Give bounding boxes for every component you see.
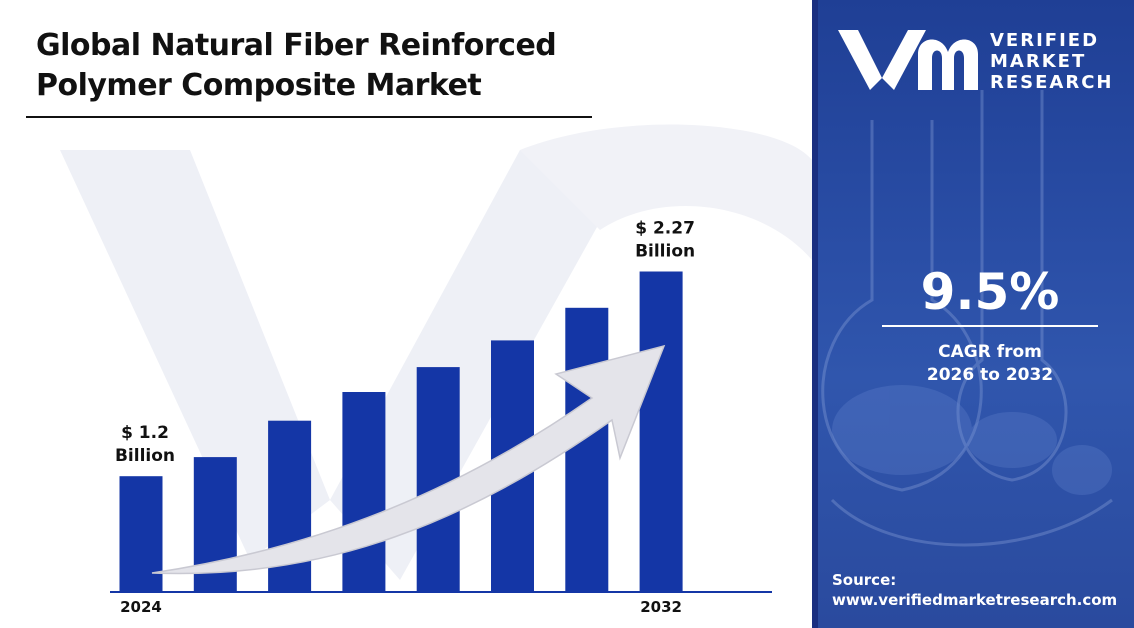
brand-line-3: RESEARCH: [990, 72, 1114, 93]
chart-title: Global Natural Fiber Reinforced Polymer …: [36, 28, 557, 103]
cagr-label-line-1: CAGR from: [938, 342, 1042, 362]
chart-panel: Global Natural Fiber Reinforced Polymer …: [26, 28, 812, 616]
growth-arrow: [151, 344, 666, 575]
data-label-7-line-1: $ 2.27: [635, 219, 695, 239]
lab-glassware-image: [821, 90, 1113, 547]
cagr-value: 9.5%: [920, 263, 1060, 321]
data-label-7-line-2: Billion: [635, 242, 695, 262]
watermark-logo: [60, 124, 812, 580]
panel-edge: [812, 0, 818, 628]
arrow-shape: [151, 344, 666, 575]
data-labels: $ 1.2 Billion $ 2.27 Billion: [115, 219, 695, 467]
brand-name: VERIFIED MARKET RESEARCH: [990, 30, 1130, 93]
vmr-logo-icon: [838, 30, 978, 90]
x-tick-labels: 2024 2032: [120, 598, 682, 616]
bar-6: [565, 307, 609, 591]
source-link[interactable]: www.verifiedmarketresearch.com: [832, 591, 1118, 609]
source-label: Source:: [832, 571, 897, 589]
bar-series: [119, 271, 683, 591]
bar-chart: 2024 2032 $ 1.2 Billion $ 2.27 Billion: [110, 219, 772, 616]
cagr-label: CAGR from 2026 to 2032: [872, 341, 1108, 387]
bar-4: [416, 367, 460, 591]
data-label-0-line-1: $ 1.2: [121, 423, 169, 443]
brand-line-2: MARKET: [990, 51, 1087, 72]
bar-3: [342, 392, 386, 591]
x-tick-label-2024: 2024: [120, 598, 162, 616]
summary-panel: VERIFIED MARKET RESEARCH 9.5% CAGR from …: [812, 0, 1134, 628]
x-tick-label-2032: 2032: [640, 598, 682, 616]
data-label-0-line-2: Billion: [115, 446, 175, 466]
brand-line-1: VERIFIED: [990, 30, 1100, 51]
cagr-divider: [882, 325, 1098, 327]
title-underline: [26, 116, 592, 118]
cagr-label-line-2: 2026 to 2032: [926, 365, 1054, 385]
bar-7: [639, 271, 683, 591]
